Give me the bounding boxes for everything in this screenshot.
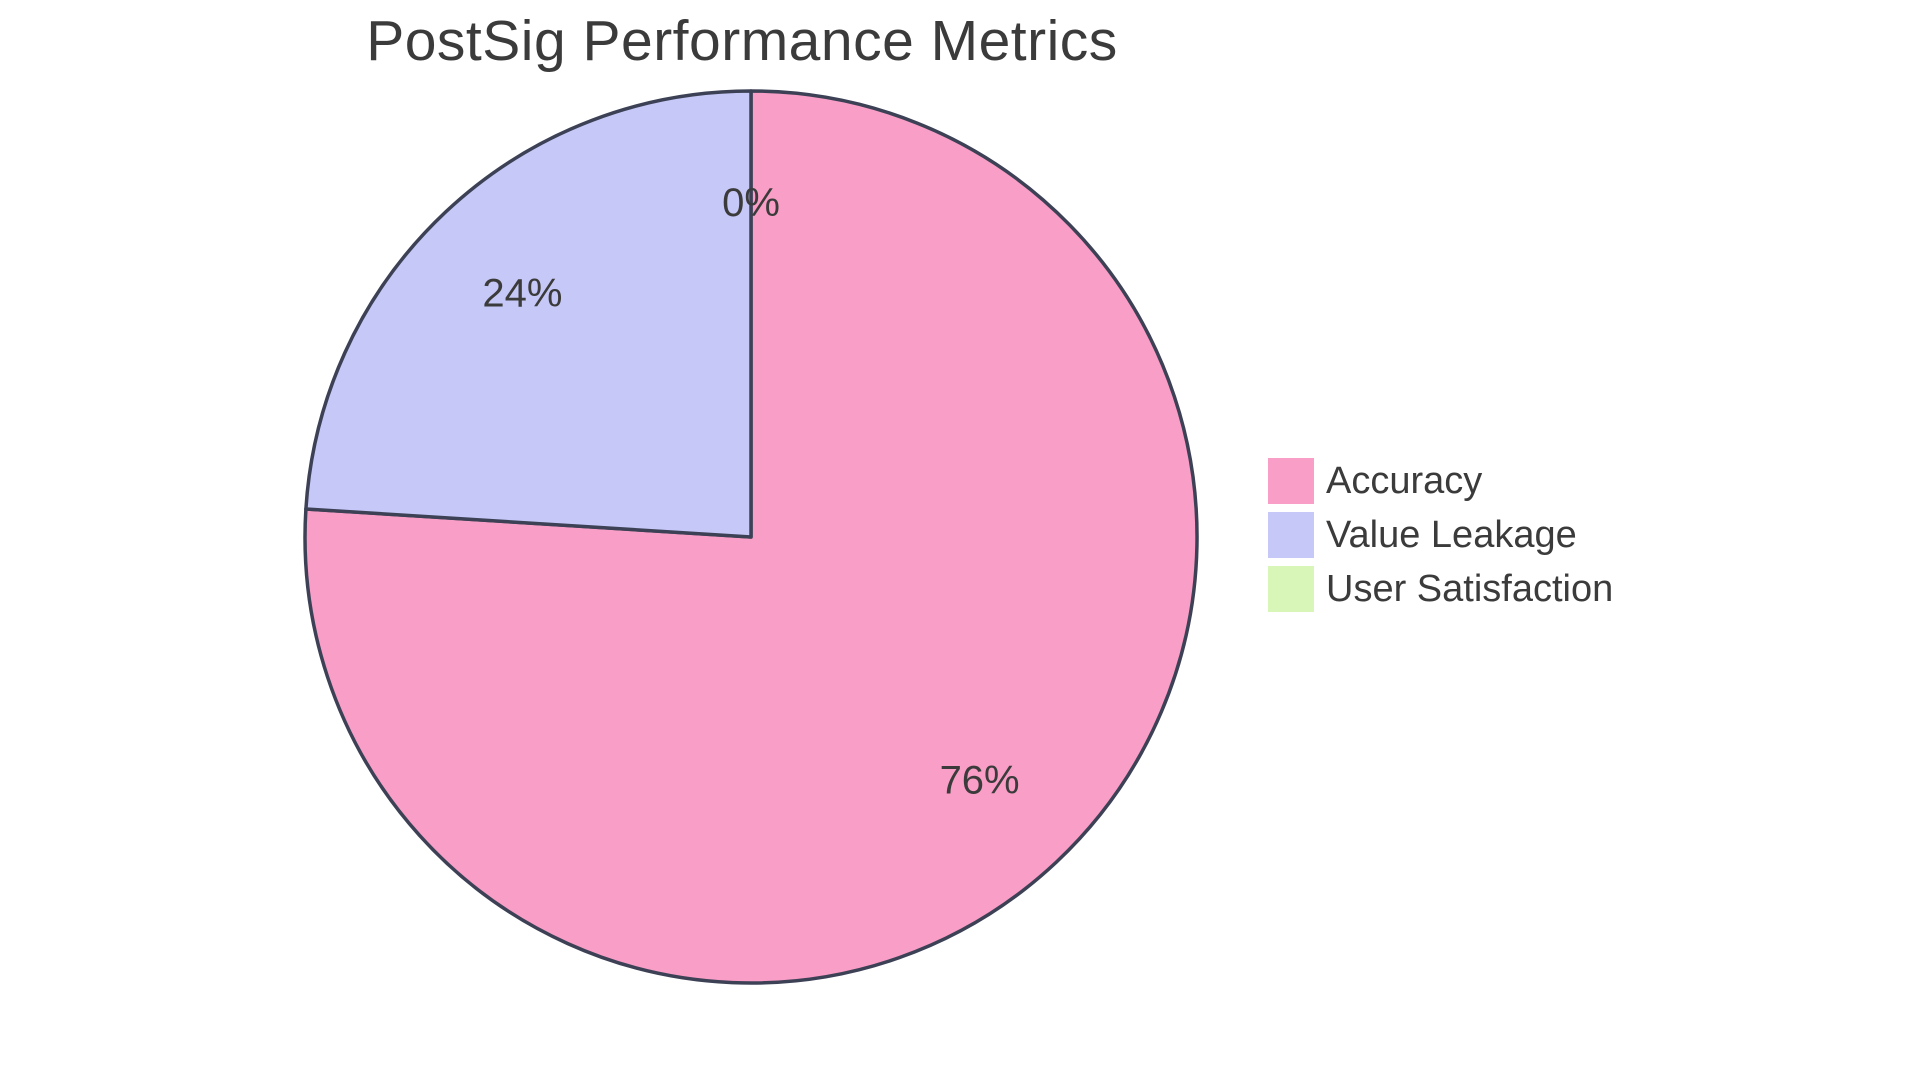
legend-swatch-accuracy — [1268, 458, 1314, 504]
slice-label-value-leakage: 24% — [482, 272, 562, 316]
legend-label-user-satisfaction: User Satisfaction — [1326, 567, 1614, 610]
legend-swatch-user-satisfaction — [1268, 566, 1314, 612]
slice-label-user-satisfaction: 0% — [722, 181, 780, 225]
chart-title: PostSig Performance Metrics — [366, 9, 1118, 73]
pie-slice-value-leakage[interactable] — [304, 89, 753, 539]
legend-item-value-leakage[interactable]: Value Leakage — [1268, 512, 1613, 558]
legend-item-accuracy[interactable]: Accuracy — [1268, 458, 1613, 504]
slice-label-accuracy: 76% — [940, 759, 1020, 803]
legend-label-accuracy: Accuracy — [1326, 459, 1483, 502]
legend: Accuracy Value Leakage User Satisfaction — [1268, 458, 1613, 620]
legend-item-user-satisfaction[interactable]: User Satisfaction — [1268, 566, 1613, 612]
legend-swatch-value-leakage — [1268, 512, 1314, 558]
legend-label-value-leakage: Value Leakage — [1326, 513, 1577, 556]
